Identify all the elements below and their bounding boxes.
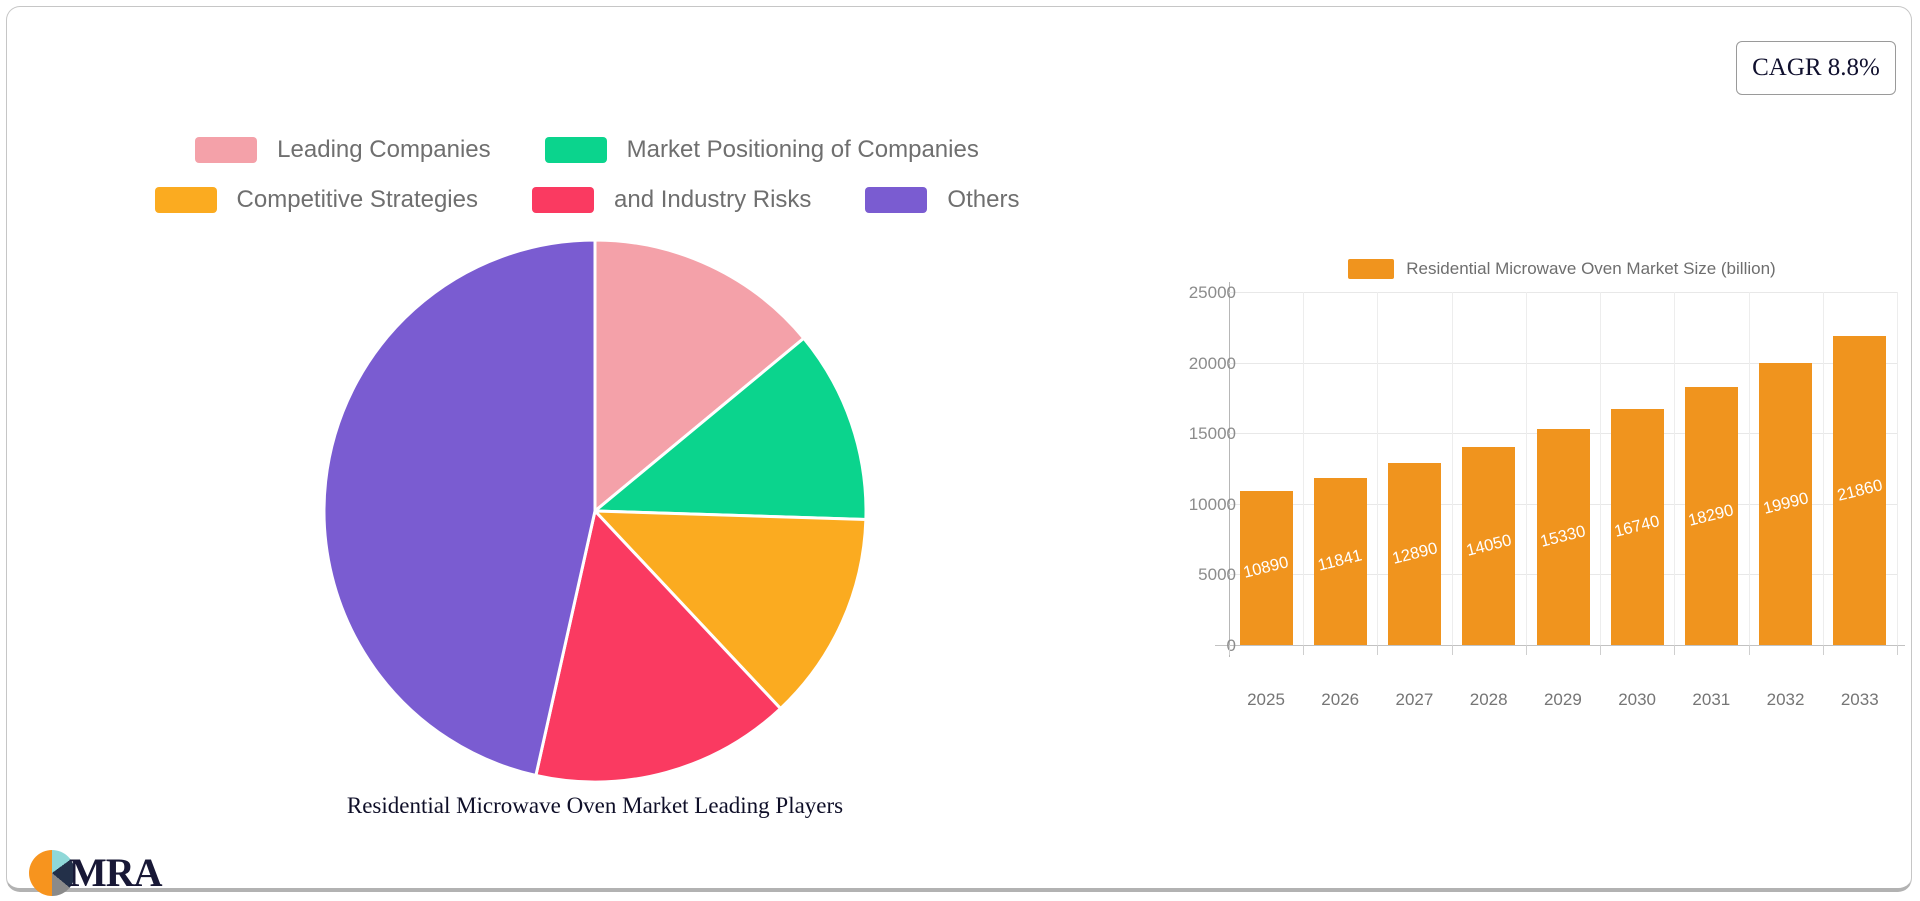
- x-axis-label-2031: 2031: [1692, 690, 1731, 709]
- bar-2027: [1388, 462, 1442, 645]
- x-axis-label-2026: 2026: [1321, 690, 1360, 709]
- pie-slice-3: [593, 509, 868, 711]
- y-axis-tick-label-15000: 15000: [1188, 424, 1236, 444]
- bar-chart: Residential Microwave Oven Market Size (…: [1189, 257, 1917, 709]
- pie-slice-1: [593, 238, 806, 513]
- x-axis-tick-5: [1600, 645, 1602, 655]
- gridline-x-8: [1822, 292, 1824, 645]
- x-axis-tick-4: [1525, 645, 1527, 655]
- pie-slice-4: [534, 509, 783, 784]
- x-axis-tick-7: [1748, 645, 1750, 655]
- pie-legend-label-3: Competitive Strategies: [236, 186, 478, 213]
- pie-legend-row-1: Leading Companies Market Positioning of C…: [62, 125, 1112, 175]
- pie-legend-label-2: Market Positioning of Companies: [626, 136, 979, 163]
- x-axis-label-2025: 2025: [1247, 690, 1285, 709]
- x-axis-line: [1215, 645, 1905, 646]
- x-axis-tick-1: [1303, 645, 1305, 655]
- pie-slice-2: [593, 336, 868, 522]
- pie-legend-item-5: Others: [865, 186, 1019, 214]
- bar-2026: [1313, 477, 1367, 645]
- pie-chart-title: Residential Microwave Oven Market Leadin…: [346, 793, 844, 818]
- bar-chart-plot-area: 0 5000 10000 15000 20000 25000 10890 2025 11841 2…: [1189, 283, 1898, 709]
- x-axis-label-2033: 2033: [1840, 690, 1879, 709]
- x-axis-label-2030: 2030: [1618, 690, 1657, 709]
- gridline-y-20000: [1229, 362, 1897, 364]
- bar-2029: [1536, 428, 1590, 645]
- x-axis-tick-3: [1451, 645, 1453, 655]
- bar-2031: [1684, 386, 1738, 645]
- pie-legend-label-5: Others: [947, 186, 1020, 213]
- y-axis-tick-label-20000: 20000: [1188, 353, 1236, 373]
- cagr-badge: CAGR 8.8%: [1736, 41, 1896, 95]
- cagr-badge-text: CAGR 8.8%: [1752, 54, 1880, 81]
- bar-2028: [1462, 446, 1516, 645]
- gridline-x-3: [1451, 292, 1453, 645]
- pie-legend-swatch-4: [532, 187, 594, 213]
- y-axis-tick-label-0: 0: [1226, 636, 1236, 655]
- report-card: CAGR 8.8% Leading Companies Market Positi…: [6, 6, 1912, 896]
- bar-legend-label: Residential Microwave Oven Market Size (…: [1406, 259, 1776, 278]
- x-axis-tick-0: [1229, 645, 1230, 655]
- pie-legend-row-2: Competitive Strategies and Industry Risks…: [62, 175, 1112, 225]
- pie-legend-item-3: Competitive Strategies: [154, 186, 478, 214]
- pie-legend: Leading Companies Market Positioning of C…: [62, 125, 1112, 225]
- gridline-y-25000: [1229, 292, 1897, 293]
- mra-logo-pie-icon: [29, 849, 75, 896]
- gridline-x-9: [1897, 292, 1898, 645]
- pie-legend-item-4: and Industry Risks: [532, 186, 811, 214]
- pie-slice-5: [322, 238, 597, 777]
- pie-legend-swatch-1: [195, 137, 258, 163]
- bar-chart-legend: Residential Microwave Oven Market Size (…: [1207, 259, 1917, 279]
- pie-legend-swatch-2: [544, 137, 607, 163]
- gridline-x-5: [1600, 292, 1602, 645]
- mra-logo: MRA: [29, 849, 163, 896]
- pie-legend-swatch-5: [865, 187, 928, 213]
- gridline-x-2: [1377, 292, 1379, 645]
- pie-legend-item-2: Market Positioning of Companies: [544, 136, 979, 164]
- x-axis-tick-2: [1377, 645, 1379, 655]
- bar-2030: [1610, 408, 1664, 645]
- y-axis-line: [1229, 282, 1230, 657]
- bar-legend-swatch: [1348, 259, 1395, 279]
- gridline-x-7: [1748, 292, 1750, 645]
- gridline-x-4: [1525, 292, 1527, 645]
- x-axis-tick-8: [1822, 645, 1824, 655]
- x-axis-label-2032: 2032: [1766, 690, 1805, 709]
- gridline-x-1: [1303, 292, 1305, 645]
- pie-legend-item-1: Leading Companies: [195, 136, 491, 164]
- x-axis-label-2029: 2029: [1543, 690, 1582, 709]
- pie-legend-label-1: Leading Companies: [277, 136, 491, 163]
- x-axis-label-2028: 2028: [1469, 690, 1508, 709]
- bar-2032: [1759, 362, 1813, 645]
- y-axis-tick-label-5000: 5000: [1198, 565, 1236, 585]
- y-axis-tick-label-10000: 10000: [1188, 494, 1236, 514]
- y-axis-tick-label-25000: 25000: [1188, 283, 1236, 302]
- mra-logo-text: MRA: [69, 850, 163, 895]
- pie-legend-label-4: and Industry Risks: [614, 186, 812, 213]
- gridline-x-6: [1674, 292, 1676, 645]
- x-axis-tick-9: [1897, 645, 1898, 655]
- bar-2033: [1833, 336, 1887, 645]
- pie-legend-swatch-3: [154, 187, 217, 213]
- x-axis-tick-6: [1674, 645, 1676, 655]
- bar-2025: [1239, 491, 1293, 645]
- x-axis-label-2027: 2027: [1395, 690, 1434, 709]
- pie-chart: [322, 238, 868, 784]
